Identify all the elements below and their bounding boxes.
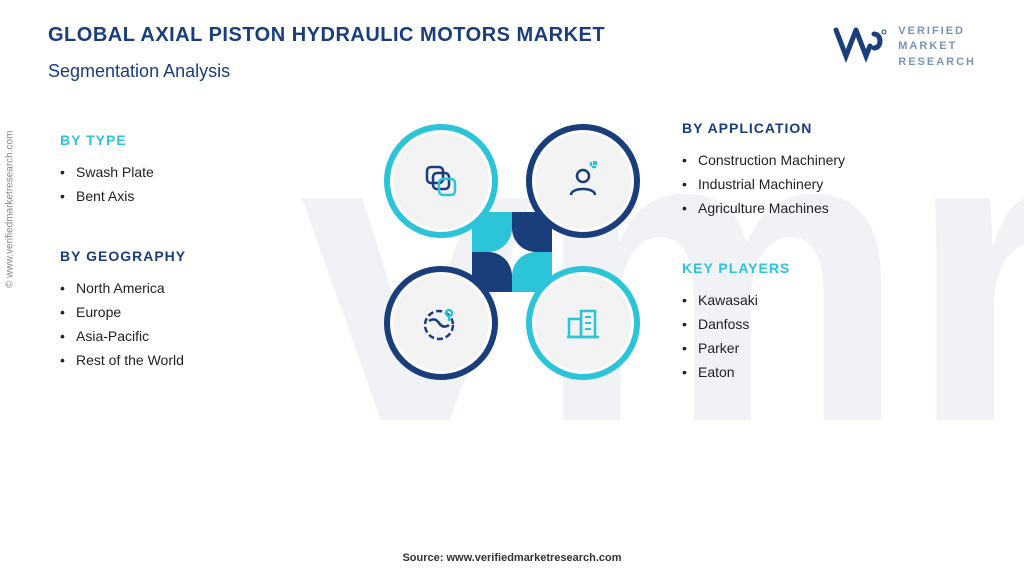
segment-title-application: BY APPLICATION: [682, 120, 902, 136]
petal-players: [518, 258, 648, 388]
brand-logo: VERIFIED MARKET RESEARCH: [832, 24, 976, 70]
segment-type: BY TYPE Swash Plate Bent Axis: [60, 132, 280, 208]
petal-inner: [393, 133, 489, 229]
petal-geography: [376, 258, 506, 388]
right-column: BY APPLICATION Construction Machinery In…: [682, 120, 964, 384]
logo-line2: MARKET: [898, 39, 976, 54]
petal-inner: [393, 275, 489, 371]
list-item: Parker: [682, 336, 902, 360]
petal-type: [376, 116, 506, 246]
petal-inner: [535, 275, 631, 371]
header: GLOBAL AXIAL PISTON HYDRAULIC MOTORS MAR…: [0, 0, 1024, 82]
list-item: Kawasaki: [682, 288, 902, 312]
source-text: Source: www.verifiedmarketresearch.com: [0, 552, 1024, 564]
list-item: Industrial Machinery: [682, 172, 902, 196]
logo-line3: RESEARCH: [898, 55, 976, 70]
list-item: North America: [60, 276, 280, 300]
segment-application: BY APPLICATION Construction Machinery In…: [682, 120, 902, 220]
list-item: Bent Axis: [60, 184, 280, 208]
segment-title-players: KEY PLAYERS: [682, 260, 902, 276]
list-item: Construction Machinery: [682, 148, 902, 172]
list-item: Swash Plate: [60, 160, 280, 184]
globe-icon: [421, 303, 461, 343]
logo-text: VERIFIED MARKET RESEARCH: [898, 24, 976, 70]
petal-inner: [535, 133, 631, 229]
list-item: Asia-Pacific: [60, 324, 280, 348]
person-icon: [563, 161, 603, 201]
segment-title-type: BY TYPE: [60, 132, 280, 148]
center-diagram: [372, 112, 652, 392]
segment-list-application: Construction Machinery Industrial Machin…: [682, 148, 902, 220]
segment-list-geography: North America Europe Asia-Pacific Rest o…: [60, 276, 280, 372]
page-subtitle: Segmentation Analysis: [48, 61, 832, 82]
list-item: Europe: [60, 300, 280, 324]
list-item: Agriculture Machines: [682, 196, 902, 220]
left-column: BY TYPE Swash Plate Bent Axis BY GEOGRAP…: [60, 132, 342, 372]
segment-title-geography: BY GEOGRAPHY: [60, 248, 280, 264]
petal-application: [518, 116, 648, 246]
logo-mark-icon: [832, 26, 888, 68]
page-title: GLOBAL AXIAL PISTON HYDRAULIC MOTORS MAR…: [48, 24, 832, 47]
main-content: BY TYPE Swash Plate Bent Axis BY GEOGRAP…: [0, 82, 1024, 392]
building-icon: [563, 303, 603, 343]
logo-line1: VERIFIED: [898, 24, 976, 39]
segment-geography: BY GEOGRAPHY North America Europe Asia-P…: [60, 248, 280, 372]
segment-list-players: Kawasaki Danfoss Parker Eaton: [682, 288, 902, 384]
layers-icon: [421, 161, 461, 201]
list-item: Rest of the World: [60, 348, 280, 372]
segment-list-type: Swash Plate Bent Axis: [60, 160, 280, 208]
list-item: Eaton: [682, 360, 902, 384]
title-block: GLOBAL AXIAL PISTON HYDRAULIC MOTORS MAR…: [48, 24, 832, 82]
segment-players: KEY PLAYERS Kawasaki Danfoss Parker Eato…: [682, 260, 902, 384]
list-item: Danfoss: [682, 312, 902, 336]
